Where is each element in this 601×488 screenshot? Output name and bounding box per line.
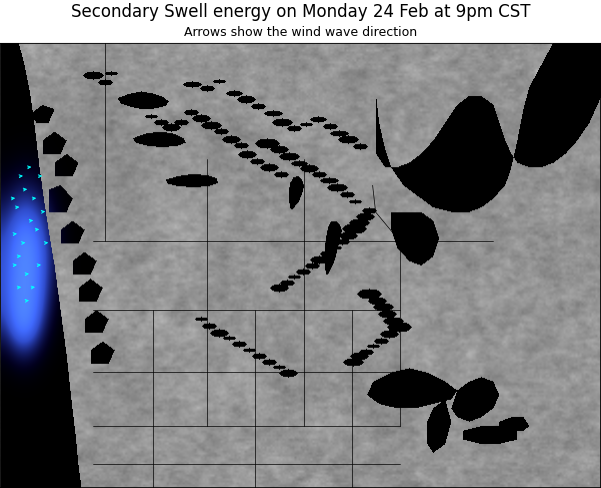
Text: Secondary Swell energy on Monday 24 Feb at 9pm CST: Secondary Swell energy on Monday 24 Feb … [71, 3, 530, 21]
Text: Arrows show the wind wave direction: Arrows show the wind wave direction [184, 26, 417, 39]
